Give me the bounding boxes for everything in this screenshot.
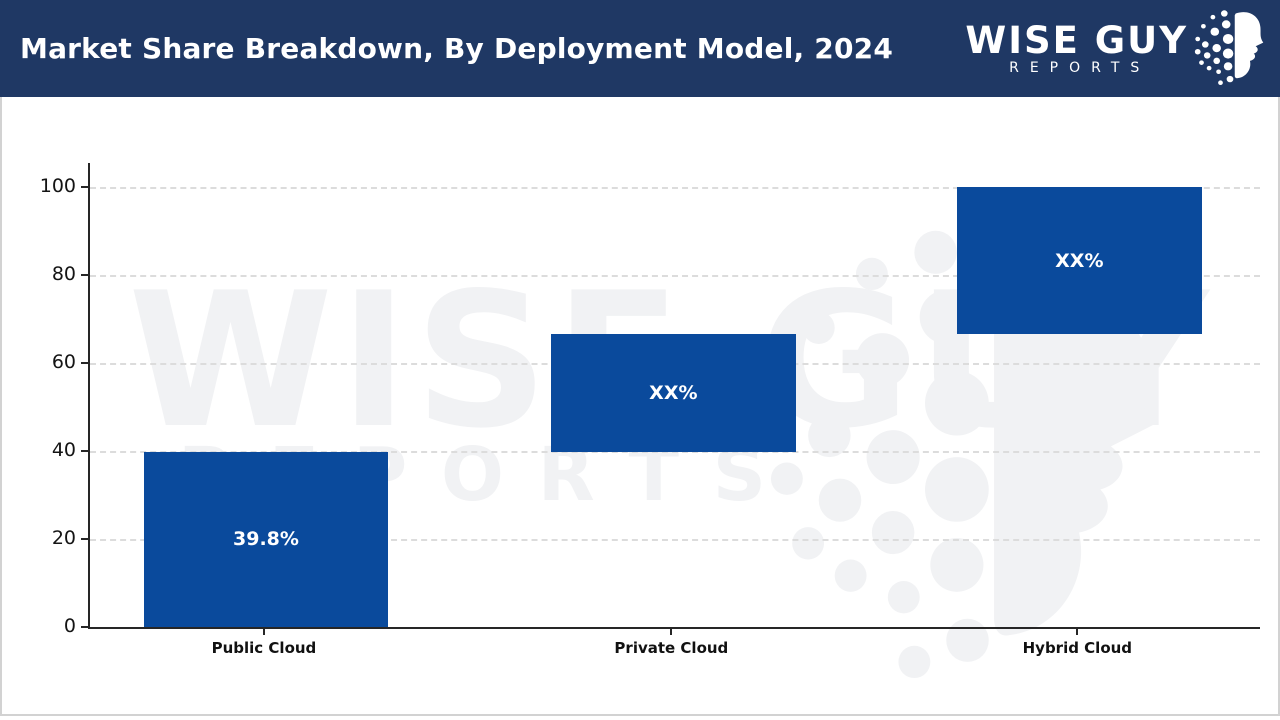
y-tick-mark-0 [81,626,88,628]
bar-hybrid-cloud: XX% [957,187,1202,335]
brand-subname: REPORTS [1009,59,1151,76]
gridline-100 [90,187,1260,190]
bar-value-label-hybrid-cloud: XX% [1055,249,1104,272]
y-tick-label-100: 100 [39,175,76,198]
brand-logo-text: WISE GUY REPORTS [965,18,1188,76]
brand-logo: WISE GUY REPORTS [965,6,1268,92]
y-tick-mark-20 [81,538,88,541]
y-tick-label-20: 20 [51,527,76,550]
y-tick-label-0: 0 [63,615,76,637]
x-tick-mark-public-cloud [262,629,265,635]
y-tick-mark-60 [81,362,88,365]
page-title: Market Share Breakdown, By Deployment Mo… [20,32,894,65]
y-tick-label-40: 40 [51,439,76,462]
x-tick-mark-private-cloud [670,629,673,635]
bar-private-cloud: XX% [551,334,796,452]
plot-area: 39.8% XX% XX% [88,163,1260,629]
gridline-20 [90,539,1260,542]
x-category-label-hybrid-cloud: Hybrid Cloud [1022,639,1133,657]
bar-public-cloud: 39.8% [143,451,389,627]
x-category-label-public-cloud: Public Cloud [211,639,317,657]
gridline-40 [90,451,1260,454]
brand-face-icon [1194,10,1264,85]
x-category-label-private-cloud: Private Cloud [614,639,729,657]
gridline-80 [90,275,1260,278]
y-tick-label-60: 60 [51,351,76,374]
y-tick-mark-80 [81,274,88,277]
y-tick-label-80: 80 [51,263,76,286]
brand-name: WISE GUY [965,18,1188,62]
header-bar: Market Share Breakdown, By Deployment Mo… [0,0,1280,97]
watermark-face-pattern [770,230,1154,679]
x-tick-mark-hybrid-cloud [1076,629,1079,635]
bar-value-label-public-cloud: 39.8% [233,528,299,551]
bar-value-label-private-cloud: XX% [649,382,698,404]
y-tick-mark-100 [81,186,88,189]
y-tick-mark-40 [81,450,88,453]
